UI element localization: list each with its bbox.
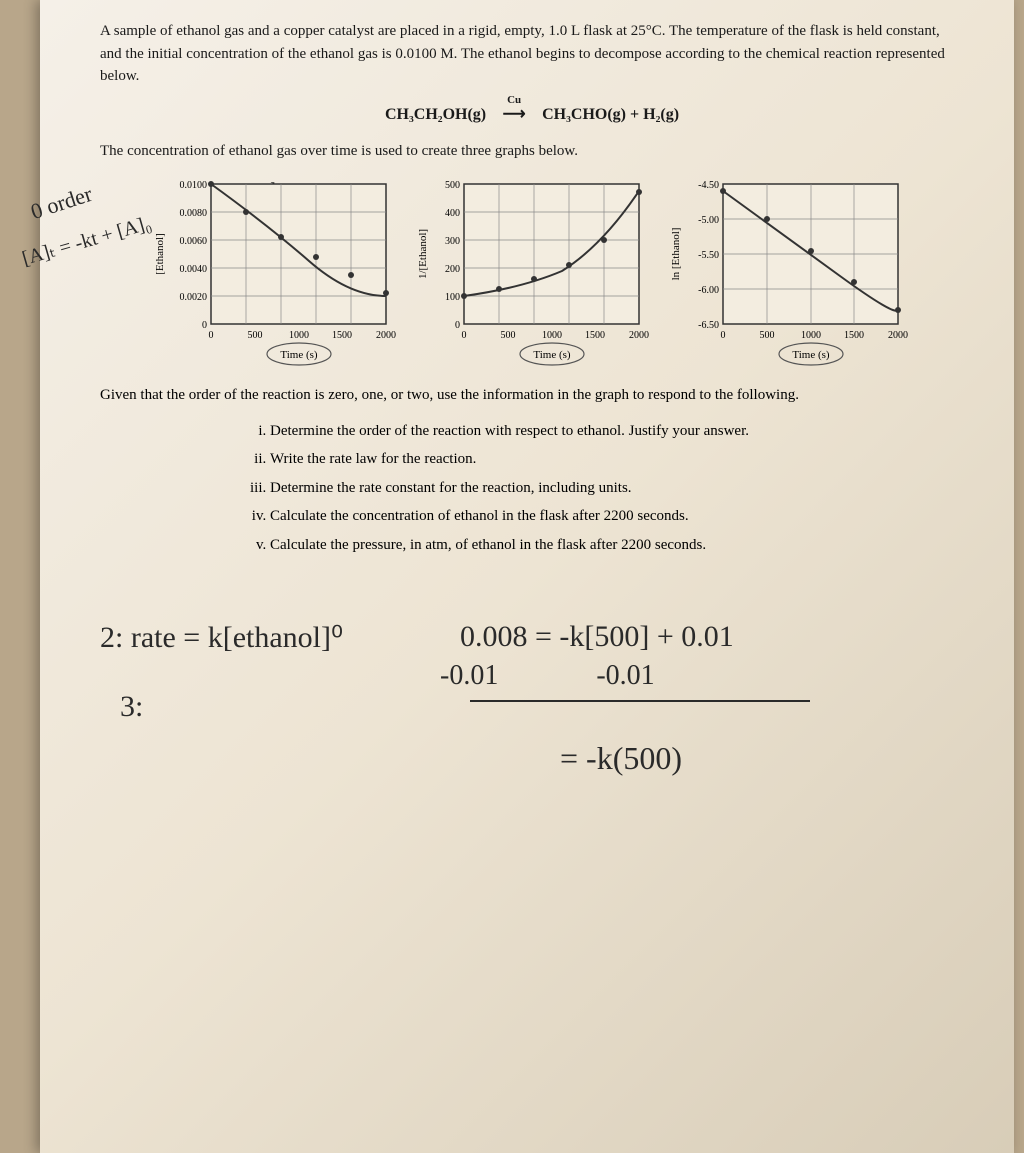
svg-text:0.0040: 0.0040 — [180, 264, 208, 275]
graph-ln-ethanol-vs-time: ln [Ethanol] -4.50 -5.00 -5.50 -6.00 -6.… — [665, 176, 915, 366]
question-iii: Determine the rate constant for the reac… — [270, 474, 964, 503]
graph-inverse-ethanol-vs-time: 1/[Ethanol] 500 400 300 200 100 0 0 500 … — [412, 176, 657, 366]
svg-text:-6.00: -6.00 — [698, 285, 719, 296]
catalyst-label: Cu — [507, 94, 521, 106]
svg-text:2000: 2000 — [629, 330, 649, 341]
svg-text:300: 300 — [445, 236, 460, 247]
question-iv: Calculate the concentration of ethanol i… — [270, 502, 964, 531]
svg-text:0: 0 — [202, 320, 207, 331]
svg-text:0.0100: 0.0100 — [180, 180, 208, 191]
question-ii: Write the rate law for the reaction. — [270, 445, 964, 474]
svg-text:1500: 1500 — [844, 330, 864, 341]
svg-text:2000: 2000 — [376, 330, 396, 341]
svg-text:500: 500 — [501, 330, 516, 341]
svg-text:Time (s): Time (s) — [280, 349, 318, 361]
handwritten-zero-order-left: 0 order — [28, 181, 96, 225]
handwritten-answer-2: 2: rate = k[ethanol]⁰ — [100, 620, 343, 655]
svg-text:1500: 1500 — [332, 330, 352, 341]
svg-text:500: 500 — [248, 330, 263, 341]
equation-right: CH₃CHO(g) + H₂(g) — [542, 106, 679, 123]
graph1-svg: [Ethanol] 0.0100 0.0080 0.0060 0.0040 0.… — [149, 176, 404, 366]
graphs-container: [Ethanol] 0.0100 0.0080 0.0060 0.0040 0.… — [100, 176, 964, 366]
svg-text:100: 100 — [445, 292, 460, 303]
svg-text:-5.50: -5.50 — [698, 250, 719, 261]
svg-text:0.0020: 0.0020 — [180, 292, 208, 303]
svg-text:-4.50: -4.50 — [698, 180, 719, 191]
equation-left: CH₃CH₂OH(g) — [385, 106, 486, 123]
svg-text:-6.50: -6.50 — [698, 320, 719, 331]
svg-text:400: 400 — [445, 208, 460, 219]
svg-text:1000: 1000 — [289, 330, 309, 341]
svg-text:0.0060: 0.0060 — [180, 236, 208, 247]
svg-text:0: 0 — [455, 320, 460, 331]
svg-text:1/[Ethanol]: 1/[Ethanol] — [417, 229, 429, 279]
svg-text:0: 0 — [209, 330, 214, 341]
svg-text:200: 200 — [445, 264, 460, 275]
handwritten-calc-1: 0.008 = -k[500] + 0.01 — [460, 620, 734, 654]
paper-sheet: A sample of ethanol gas and a copper cat… — [40, 0, 1014, 1153]
svg-text:1500: 1500 — [585, 330, 605, 341]
svg-text:0: 0 — [462, 330, 467, 341]
reaction-arrow: Cu ⟶ — [490, 104, 538, 124]
handwritten-calc-2: -0.01 -0.01 — [440, 660, 655, 692]
graph-ethanol-vs-time: [Ethanol] 0.0100 0.0080 0.0060 0.0040 0.… — [149, 176, 404, 366]
problem-paragraph-2: The concentration of ethanol gas over ti… — [100, 140, 964, 163]
svg-text:-5.00: -5.00 — [698, 215, 719, 226]
svg-text:0.0080: 0.0080 — [180, 208, 208, 219]
svg-text:Time (s): Time (s) — [533, 349, 571, 361]
questions-intro: Given that the order of the reaction is … — [100, 384, 964, 407]
svg-text:2000: 2000 — [888, 330, 908, 341]
graph3-svg: ln [Ethanol] -4.50 -5.00 -5.50 -6.00 -6.… — [665, 176, 915, 366]
chemical-equation: CH₃CH₂OH(g) Cu ⟶ CH₃CHO(g) + H₂(g) — [100, 104, 964, 124]
svg-text:ln [Ethanol]: ln [Ethanol] — [670, 228, 682, 281]
svg-text:1000: 1000 — [801, 330, 821, 341]
graph2-svg: 1/[Ethanol] 500 400 300 200 100 0 0 500 … — [412, 176, 657, 366]
svg-text:1000: 1000 — [542, 330, 562, 341]
handwritten-answer-3: 3: — [120, 690, 143, 724]
svg-text:0: 0 — [721, 330, 726, 341]
handwritten-division-line — [470, 700, 810, 702]
svg-text:[Ethanol]: [Ethanol] — [154, 233, 166, 275]
svg-text:500: 500 — [760, 330, 775, 341]
question-v: Calculate the pressure, in atm, of ethan… — [270, 531, 964, 560]
questions-list: Determine the order of the reaction with… — [240, 417, 964, 560]
question-i: Determine the order of the reaction with… — [270, 417, 964, 446]
svg-text:Time (s): Time (s) — [792, 349, 830, 361]
problem-paragraph-1: A sample of ethanol gas and a copper cat… — [100, 20, 964, 88]
svg-text:500: 500 — [445, 180, 460, 191]
handwritten-calc-3: = -k(500) — [560, 740, 682, 777]
